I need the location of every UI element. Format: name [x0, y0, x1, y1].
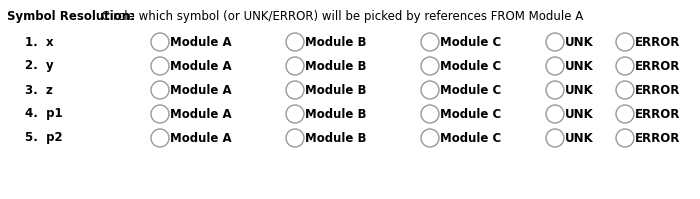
Ellipse shape [151, 33, 169, 51]
Ellipse shape [546, 57, 564, 75]
Ellipse shape [616, 33, 634, 51]
Text: Module A: Module A [170, 132, 232, 144]
Text: ERROR: ERROR [635, 107, 680, 121]
Ellipse shape [546, 81, 564, 99]
Text: ERROR: ERROR [635, 35, 680, 49]
Ellipse shape [421, 57, 439, 75]
Text: UNK: UNK [565, 84, 594, 97]
Text: Module B: Module B [305, 35, 367, 49]
Ellipse shape [546, 105, 564, 123]
Ellipse shape [151, 105, 169, 123]
Ellipse shape [546, 129, 564, 147]
Text: Module A: Module A [170, 84, 232, 97]
Text: Module C: Module C [440, 107, 501, 121]
Text: Circle which symbol (or UNK/ERROR) will be picked by references FROM Module A: Circle which symbol (or UNK/ERROR) will … [94, 10, 584, 23]
Text: UNK: UNK [565, 132, 594, 144]
Ellipse shape [286, 57, 304, 75]
Text: Module C: Module C [440, 84, 501, 97]
Text: UNK: UNK [565, 35, 594, 49]
Text: 5.  p2: 5. p2 [25, 132, 62, 144]
Text: 3.  z: 3. z [25, 84, 53, 97]
Ellipse shape [421, 81, 439, 99]
Ellipse shape [151, 129, 169, 147]
Ellipse shape [421, 33, 439, 51]
Ellipse shape [286, 81, 304, 99]
Text: Module B: Module B [305, 132, 367, 144]
Text: Module B: Module B [305, 107, 367, 121]
Ellipse shape [151, 57, 169, 75]
Text: Module C: Module C [440, 132, 501, 144]
Text: Module B: Module B [305, 84, 367, 97]
Text: Module B: Module B [305, 60, 367, 72]
Ellipse shape [151, 81, 169, 99]
Ellipse shape [616, 105, 634, 123]
Text: Module C: Module C [440, 60, 501, 72]
Text: 4.  p1: 4. p1 [25, 107, 62, 121]
Ellipse shape [421, 129, 439, 147]
Ellipse shape [616, 57, 634, 75]
Text: ERROR: ERROR [635, 132, 680, 144]
Text: Symbol Resolution:: Symbol Resolution: [7, 10, 135, 23]
Text: Module A: Module A [170, 35, 232, 49]
Ellipse shape [616, 129, 634, 147]
Ellipse shape [421, 105, 439, 123]
Ellipse shape [616, 81, 634, 99]
Ellipse shape [546, 33, 564, 51]
Ellipse shape [286, 129, 304, 147]
Text: 2.  y: 2. y [25, 60, 54, 72]
Text: UNK: UNK [565, 107, 594, 121]
Text: 1.  x: 1. x [25, 35, 54, 49]
Ellipse shape [286, 105, 304, 123]
Ellipse shape [286, 33, 304, 51]
Text: ERROR: ERROR [635, 84, 680, 97]
Text: UNK: UNK [565, 60, 594, 72]
Text: Module A: Module A [170, 60, 232, 72]
Text: Module A: Module A [170, 107, 232, 121]
Text: Module C: Module C [440, 35, 501, 49]
Text: ERROR: ERROR [635, 60, 680, 72]
